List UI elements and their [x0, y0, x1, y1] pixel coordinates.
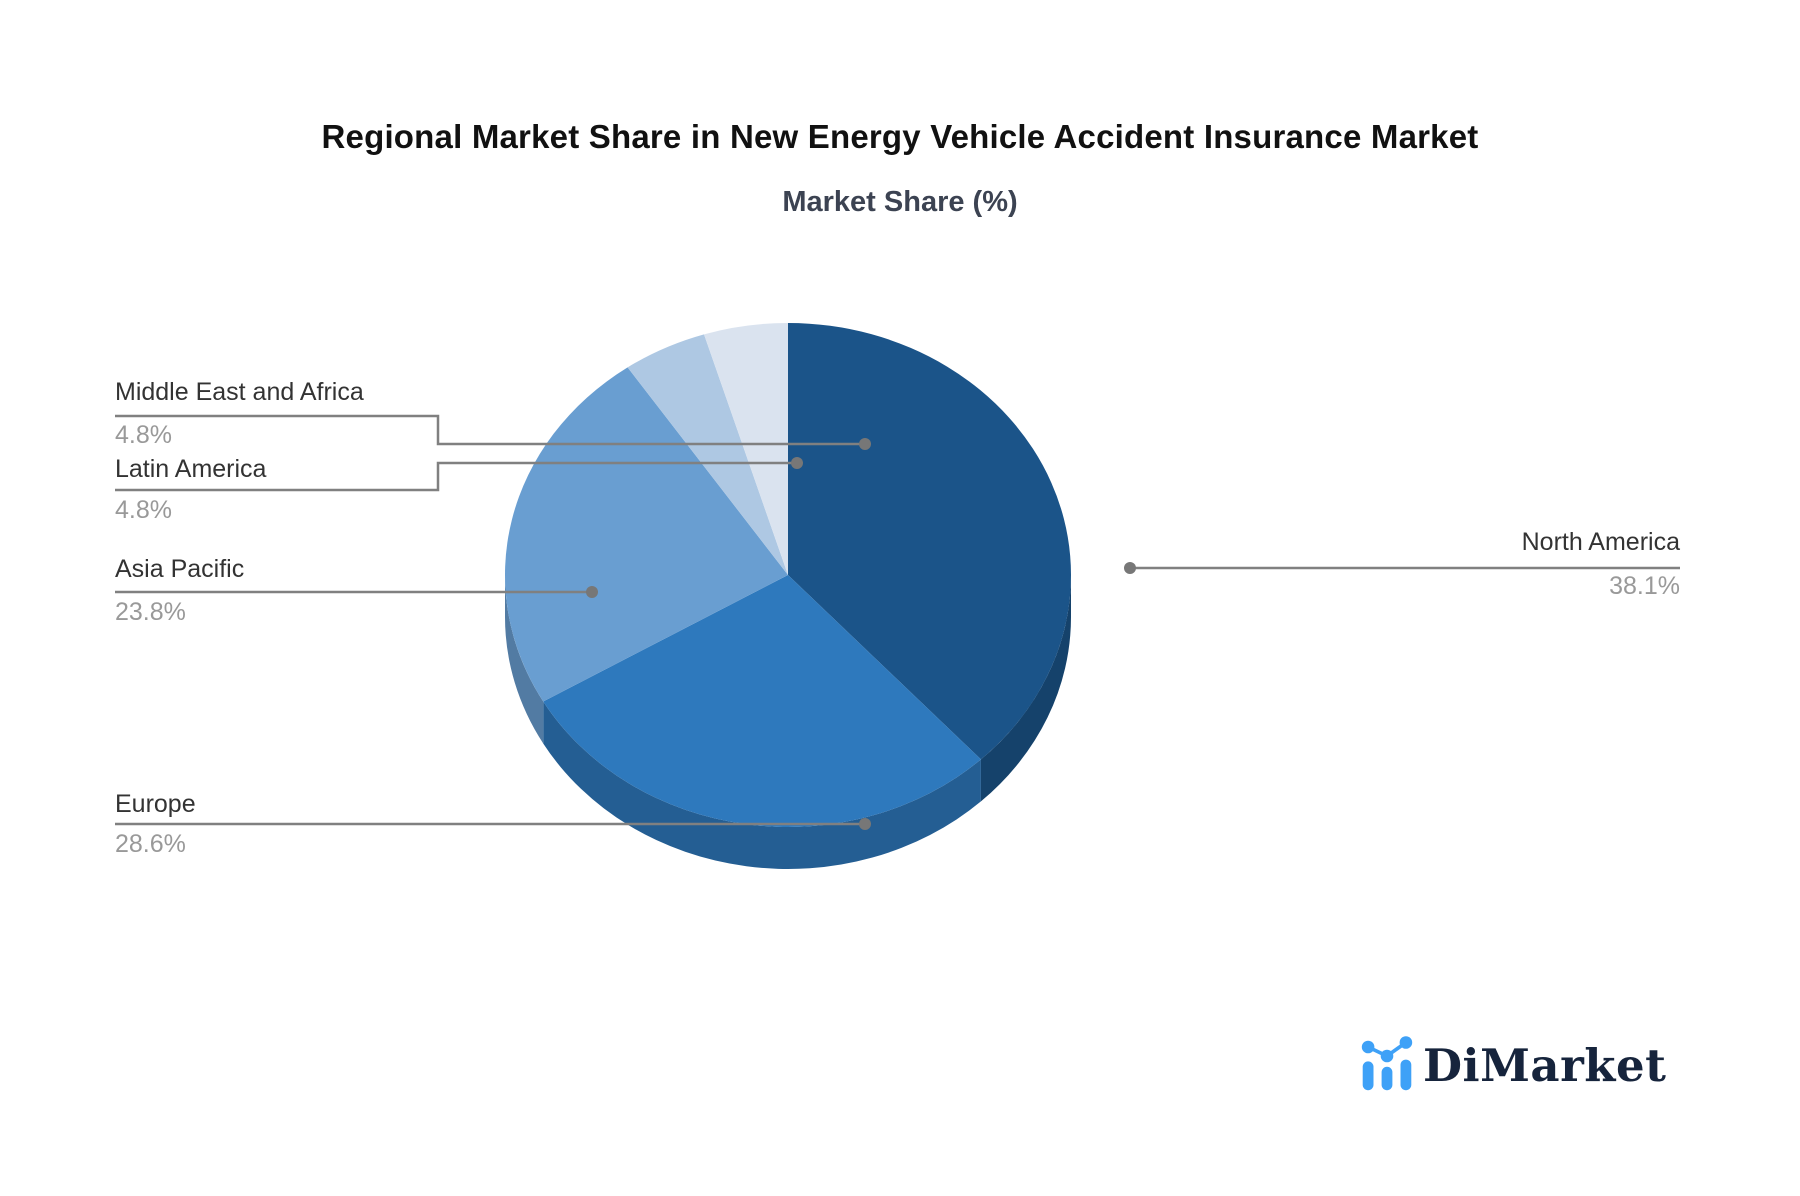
- label-europe: Europe: [115, 790, 196, 818]
- pct-middle-east-and-africa: 4.8%: [115, 421, 172, 449]
- leader-line-latin-america: [115, 461, 797, 492]
- leader-dot-latin-america: [791, 457, 803, 469]
- dimarket-logo-text: DiMarket: [1423, 1038, 1667, 1092]
- label-latin-america: Latin America: [115, 455, 267, 483]
- pie-slice-middle-east-and-africa[interactable]: [704, 323, 788, 575]
- pct-north-america: 38.1%: [1609, 572, 1680, 600]
- pie-slice-side-asia-pacific: [505, 575, 544, 744]
- pie-slice-asia-pacific[interactable]: [504, 367, 788, 702]
- dimarket-logo: DiMarket: [1360, 1036, 1666, 1094]
- chart-title: Regional Market Share in New Energy Vehi…: [321, 118, 1479, 155]
- pie-slice-side-north-america: [980, 575, 1071, 802]
- leader-line-middle-east-and-africa: [115, 414, 865, 446]
- dimarket-bar-chart-icon: [1361, 1036, 1413, 1091]
- leader-dot-north-america: [1124, 562, 1136, 574]
- label-north-america: North America: [1521, 528, 1680, 556]
- pie-slice-europe[interactable]: [543, 575, 981, 827]
- label-asia-pacific: Asia Pacific: [115, 555, 245, 583]
- chart-subtitle: Market Share (%): [782, 186, 1018, 218]
- pie-slice-side-europe: [543, 701, 981, 870]
- leader-dot-europe: [859, 818, 871, 830]
- pct-latin-america: 4.8%: [115, 496, 172, 524]
- label-middle-east-and-africa: Middle East and Africa: [115, 378, 364, 406]
- pie-slice-latin-america[interactable]: [627, 334, 788, 575]
- pie-slice-north-america[interactable]: [788, 323, 1072, 760]
- pct-asia-pacific: 23.8%: [115, 598, 186, 626]
- leader-dot-asia-pacific: [586, 586, 598, 598]
- leader-dot-middle-east-and-africa: [859, 438, 871, 450]
- pct-europe: 28.6%: [115, 830, 186, 858]
